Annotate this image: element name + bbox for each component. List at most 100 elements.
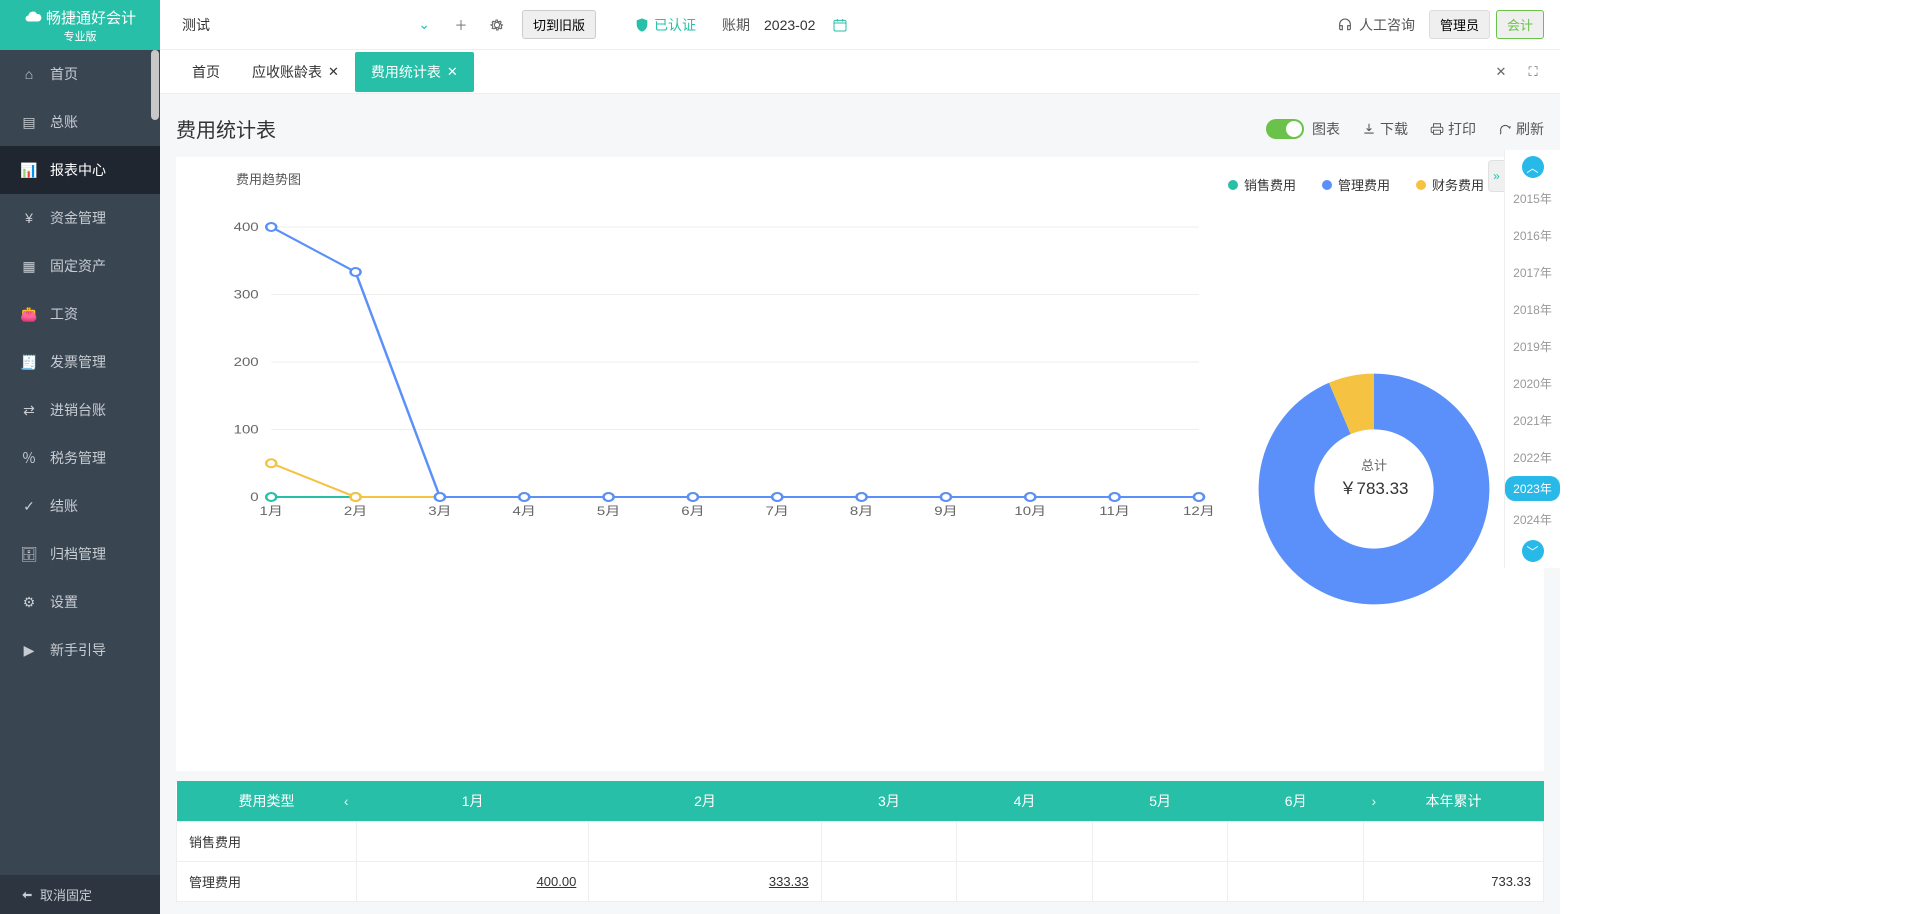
svg-text:300: 300 [234, 288, 260, 301]
th-type: 费用类型‹ [177, 781, 357, 822]
row-total [1364, 822, 1544, 862]
year-item-2020年[interactable]: 2020年 [1507, 365, 1558, 402]
expand-rail-button[interactable]: » [1488, 160, 1504, 192]
year-item-2023年[interactable]: 2023年 [1505, 476, 1560, 501]
th-total: ›本年累计 [1364, 781, 1544, 822]
year-item-2017年[interactable]: 2017年 [1507, 254, 1558, 291]
nav-icon: 🧾 [20, 353, 38, 371]
svg-text:6月: 6月 [681, 504, 704, 517]
download-icon [1362, 122, 1376, 136]
role-button-0[interactable]: 管理员 [1429, 10, 1490, 39]
tab-bar: 首页应收账龄表✕费用统计表✕ ✕ ⛶ [160, 50, 1560, 94]
period-label: 账期 [722, 15, 750, 35]
year-item-2019年[interactable]: 2019年 [1507, 328, 1558, 365]
sidebar-scrollbar[interactable] [150, 50, 160, 130]
unpin-button[interactable]: 取消固定 [0, 875, 160, 914]
calendar-icon[interactable] [829, 14, 851, 36]
year-item-2016年[interactable]: 2016年 [1507, 217, 1558, 254]
cell [957, 862, 1093, 902]
sidebar-item-3[interactable]: ¥资金管理 [0, 194, 160, 242]
consult-button[interactable]: 人工咨询 [1337, 15, 1415, 35]
tab-2[interactable]: 费用统计表✕ [355, 52, 474, 92]
svg-text:11月: 11月 [1099, 504, 1130, 517]
th-month: 6月 [1228, 781, 1364, 822]
th-month: 5月 [1092, 781, 1228, 822]
svg-text:10月: 10月 [1014, 504, 1046, 517]
year-item-2022年[interactable]: 2022年 [1507, 439, 1558, 476]
th-month: 3月 [821, 781, 957, 822]
th-month: 2月 [589, 781, 821, 822]
refresh-icon [1498, 122, 1512, 136]
year-item-2024年[interactable]: 2024年 [1507, 501, 1558, 538]
year-item-2018年[interactable]: 2018年 [1507, 291, 1558, 328]
sidebar-item-6[interactable]: 🧾发票管理 [0, 338, 160, 386]
nav-icon: 👛 [20, 305, 38, 323]
tab-close-icon[interactable]: ✕ [447, 64, 458, 80]
download-button[interactable]: 下载 [1362, 119, 1408, 139]
row-label: 管理费用 [177, 862, 357, 902]
sidebar-item-7[interactable]: ⇄进销台账 [0, 386, 160, 434]
svg-text:3月: 3月 [428, 504, 451, 517]
fullscreen-icon[interactable]: ⛶ [1522, 61, 1544, 83]
table-row: 销售费用 [177, 822, 1544, 862]
nav-icon: ⚙ [20, 593, 38, 611]
line-chart: 01002003004001月2月3月4月5月6月7月8月9月10月11月12月 [196, 217, 1224, 537]
cell[interactable]: 400.00 [357, 862, 589, 902]
cell [821, 822, 957, 862]
print-icon [1430, 122, 1444, 136]
sidebar-item-5[interactable]: 👛工资 [0, 290, 160, 338]
period-value[interactable]: 2023-02 [764, 17, 815, 33]
expense-table: 费用类型‹1月2月3月4月5月6月›本年累计 销售费用管理费用400.00333… [176, 781, 1544, 902]
nav-list: ⌂首页▤总账📊报表中心¥资金管理▦固定资产👛工资🧾发票管理⇄进销台账％税务管理✓… [0, 50, 160, 914]
year-up-button[interactable]: ︿ [1522, 156, 1544, 178]
sidebar-item-1[interactable]: ▤总账 [0, 98, 160, 146]
shield-icon [634, 17, 650, 33]
sidebar-item-11[interactable]: ⚙设置 [0, 578, 160, 626]
sidebar-item-10[interactable]: 🗄归档管理 [0, 530, 160, 578]
print-button[interactable]: 打印 [1430, 119, 1476, 139]
verified-badge: 已认证 [634, 15, 696, 35]
svg-text:2月: 2月 [344, 504, 367, 517]
nav-icon: 🗄 [20, 545, 38, 563]
cell [1092, 822, 1228, 862]
nav-icon: ✓ [20, 497, 38, 515]
year-down-button[interactable]: ﹀ [1522, 540, 1544, 562]
brand-edition: 专业版 [64, 28, 97, 44]
role-button-1[interactable]: 会计 [1496, 10, 1544, 39]
sidebar-item-12[interactable]: ▶新手引导 [0, 626, 160, 674]
next-months-icon[interactable]: › [1372, 793, 1377, 809]
add-icon[interactable]: ＋ [450, 14, 472, 36]
gear-icon[interactable] [486, 14, 508, 36]
sidebar-item-2[interactable]: 📊报表中心 [0, 146, 160, 194]
pin-icon [20, 888, 34, 902]
cell [1228, 822, 1364, 862]
tab-0[interactable]: 首页 [176, 52, 236, 92]
close-all-tabs-icon[interactable]: ✕ [1490, 61, 1512, 83]
old-version-button[interactable]: 切到旧版 [522, 10, 596, 39]
tab-1[interactable]: 应收账龄表✕ [236, 52, 355, 92]
svg-text:4月: 4月 [513, 504, 536, 517]
sidebar-item-8[interactable]: ％税务管理 [0, 434, 160, 482]
refresh-button[interactable]: 刷新 [1498, 119, 1544, 139]
tab-close-icon[interactable]: ✕ [328, 64, 339, 80]
account-selector[interactable]: 测试 ⌄ [176, 11, 436, 39]
cell[interactable]: 333.33 [589, 862, 821, 902]
donut-center-label: 总计 [1340, 455, 1409, 474]
prev-months-icon[interactable]: ‹ [344, 793, 349, 809]
nav-icon: ⇄ [20, 401, 38, 419]
year-rail: ︿ 2015年2016年2017年2018年2019年2020年2021年202… [1504, 150, 1560, 568]
sidebar-item-9[interactable]: ✓结账 [0, 482, 160, 530]
year-item-2021年[interactable]: 2021年 [1507, 402, 1558, 439]
headset-icon [1337, 17, 1353, 33]
sidebar: 畅捷通好会计 专业版 ⌂首页▤总账📊报表中心¥资金管理▦固定资产👛工资🧾发票管理… [0, 0, 160, 914]
year-item-2015年[interactable]: 2015年 [1507, 180, 1558, 217]
nav-icon: ¥ [20, 209, 38, 227]
cell [1228, 862, 1364, 902]
chart-toggle[interactable] [1266, 119, 1304, 139]
sidebar-item-0[interactable]: ⌂首页 [0, 50, 160, 98]
sidebar-item-4[interactable]: ▦固定资产 [0, 242, 160, 290]
svg-text:12月: 12月 [1183, 504, 1215, 517]
svg-text:1月: 1月 [260, 504, 283, 517]
brand-logo: 畅捷通好会计 专业版 [0, 0, 160, 50]
svg-text:7月: 7月 [766, 504, 789, 517]
